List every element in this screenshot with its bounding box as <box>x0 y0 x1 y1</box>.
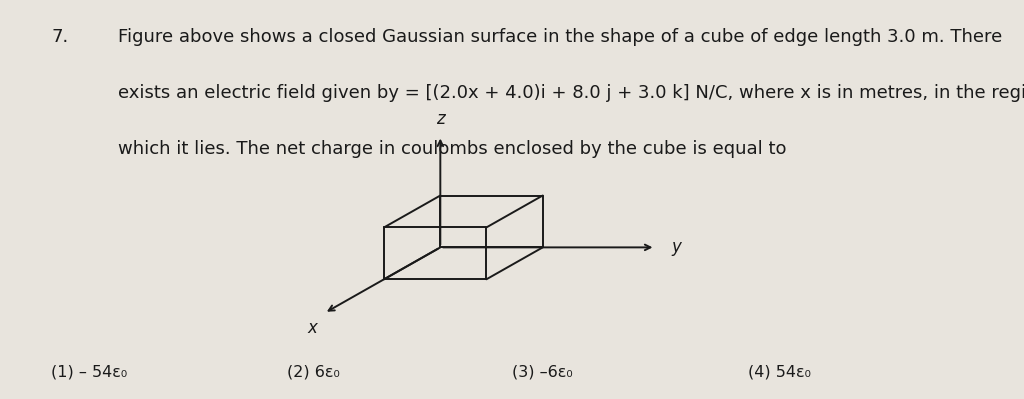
Text: exists an electric field given by = [(2.0x + 4.0)i + 8.0 j + 3.0 k] N/C, where x: exists an electric field given by = [(2.… <box>118 84 1024 102</box>
Text: z: z <box>436 110 444 128</box>
Text: y: y <box>672 238 682 257</box>
Text: (3) –6ε₀: (3) –6ε₀ <box>512 364 572 379</box>
Text: (2) 6ε₀: (2) 6ε₀ <box>287 364 340 379</box>
Text: Figure above shows a closed Gaussian surface in the shape of a cube of edge leng: Figure above shows a closed Gaussian sur… <box>118 28 1002 46</box>
Text: which it lies. The net charge in coulombs enclosed by the cube is equal to: which it lies. The net charge in coulomb… <box>118 140 786 158</box>
Text: 7.: 7. <box>51 28 69 46</box>
Text: (4) 54ε₀: (4) 54ε₀ <box>748 364 810 379</box>
Text: (1) – 54ε₀: (1) – 54ε₀ <box>51 364 127 379</box>
Text: x: x <box>307 319 317 337</box>
